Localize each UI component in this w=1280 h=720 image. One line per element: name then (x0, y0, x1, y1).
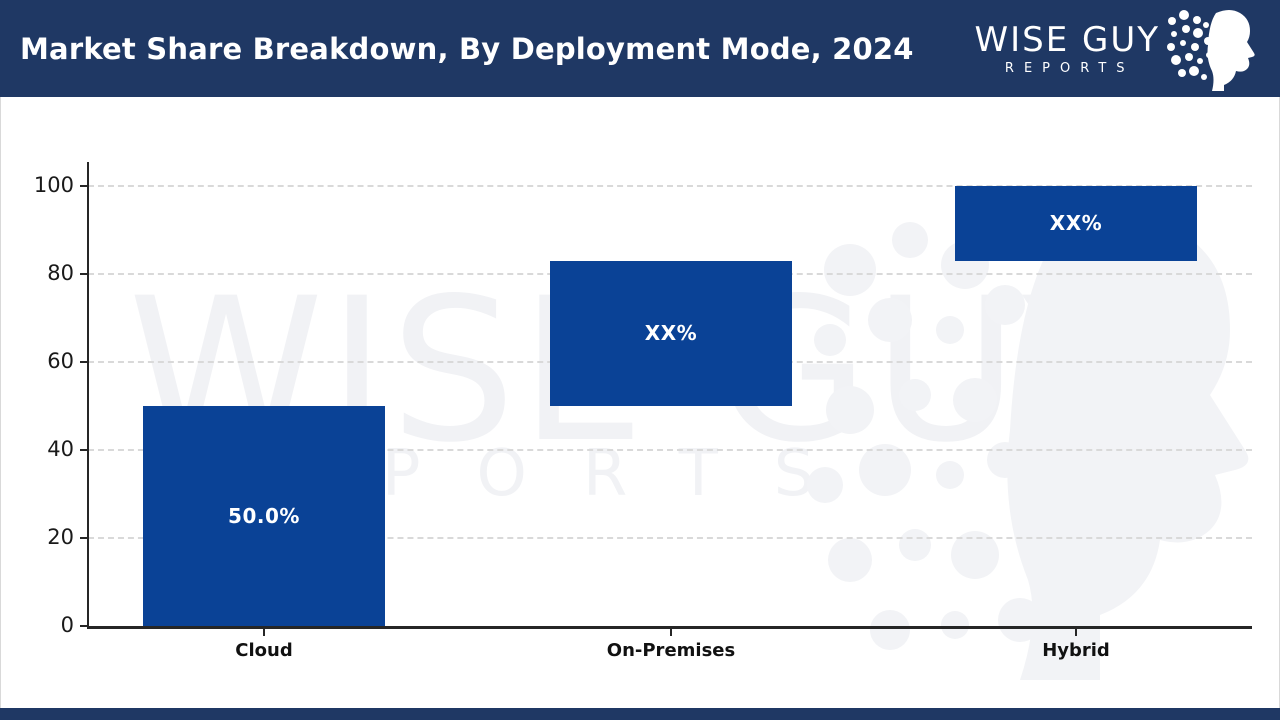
y-tick-0 (80, 625, 88, 627)
x-tick-label-hybrid: Hybrid (1042, 640, 1110, 661)
wiseguy-head-icon (1167, 9, 1255, 91)
y-tick-label-60: 60 (47, 349, 74, 373)
gridline-100 (88, 185, 1252, 187)
x-tick-hybrid (1075, 628, 1077, 636)
bar-on-premises: XX% (550, 260, 792, 406)
y-tick-label-40: 40 (47, 437, 74, 461)
y-tick-60 (80, 361, 88, 363)
y-tick-label-20: 20 (47, 525, 74, 549)
logo-brand-name: WISE GUY (974, 19, 1160, 60)
y-axis-line (87, 162, 89, 628)
gridline-20 (88, 537, 1252, 539)
y-tick-label-80: 80 (47, 261, 74, 285)
header: Market Share Breakdown, By Deployment Mo… (0, 0, 1280, 97)
bar-value-label: XX% (1049, 211, 1103, 236)
bar-hybrid: XX% (955, 186, 1197, 261)
wiseguy-logo-text: WISE GUY REPORTS (974, 23, 1160, 75)
y-tick-label-0: 0 (60, 613, 74, 637)
x-tick-label-on-premises: On-Premises (606, 640, 736, 661)
watermark-head-icon (807, 216, 1249, 680)
x-axis-line (87, 626, 1252, 629)
y-tick-40 (80, 449, 88, 451)
bar-value-label: 50.0% (228, 504, 300, 528)
logo-brand-sub: REPORTS (1004, 60, 1135, 76)
bar-value-label: XX% (644, 321, 698, 346)
footer-bar (0, 708, 1280, 720)
y-tick-100 (80, 185, 88, 187)
y-tick-20 (80, 537, 88, 539)
bar-cloud: 50.0% (143, 406, 385, 626)
x-tick-on-premises (670, 628, 672, 636)
y-tick-80 (80, 273, 88, 275)
gridline-40 (88, 449, 1252, 451)
y-tick-label-100: 100 (33, 173, 74, 197)
x-tick-cloud (263, 628, 265, 636)
x-tick-label-cloud: Cloud (235, 640, 293, 661)
wiseguy-logo: WISE GUY REPORTS (974, 7, 1256, 91)
page-title: Market Share Breakdown, By Deployment Mo… (20, 31, 914, 66)
